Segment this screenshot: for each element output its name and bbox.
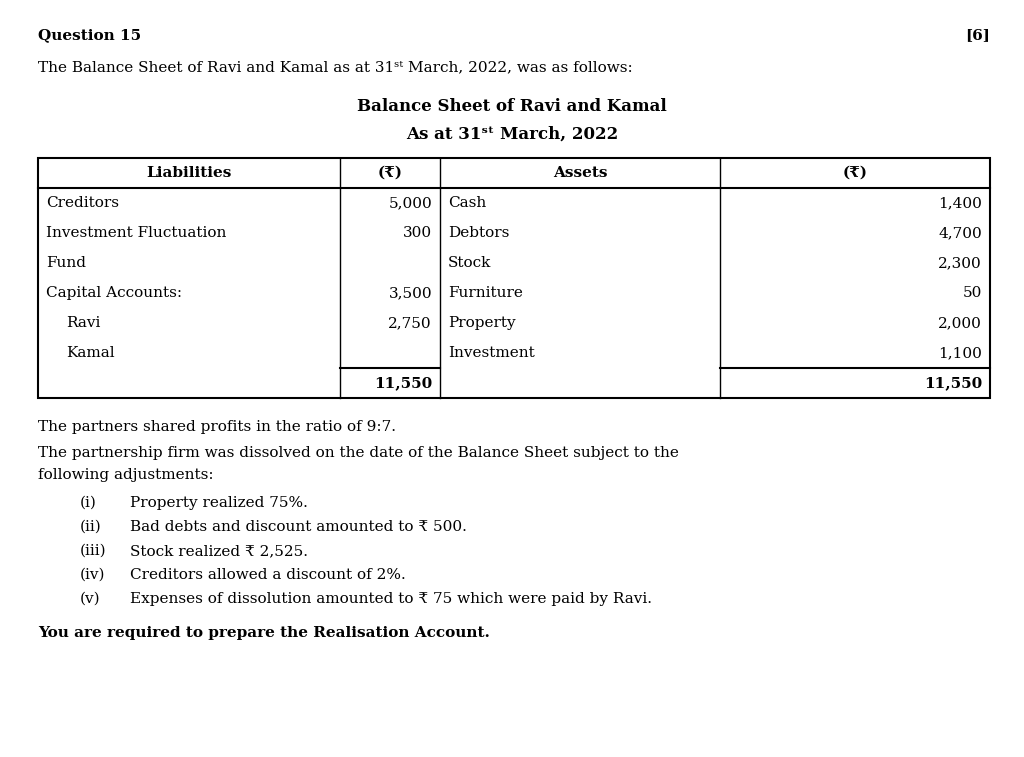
Text: (ii): (ii) [80, 520, 101, 534]
Text: 2,750: 2,750 [388, 316, 432, 330]
Text: 300: 300 [402, 226, 432, 240]
Text: Creditors: Creditors [46, 196, 119, 210]
Text: Balance Sheet of Ravi and Kamal: Balance Sheet of Ravi and Kamal [357, 98, 667, 115]
Bar [38, 158, 990, 398]
Text: (₹): (₹) [843, 166, 867, 180]
Text: (v): (v) [80, 592, 100, 606]
Text: The partners shared profits in the ratio of 9:7.: The partners shared profits in the ratio… [38, 420, 396, 434]
Text: Capital Accounts:: Capital Accounts: [46, 286, 182, 300]
Text: Cash: Cash [449, 196, 486, 210]
Text: Stock: Stock [449, 256, 492, 270]
Text: 4,700: 4,700 [938, 226, 982, 240]
Text: following adjustments:: following adjustments: [38, 468, 214, 482]
Text: (i): (i) [80, 496, 97, 510]
Text: 1,400: 1,400 [938, 196, 982, 210]
Text: Liabilities: Liabilities [146, 166, 231, 180]
Text: 11,550: 11,550 [924, 376, 982, 390]
Text: 50: 50 [963, 286, 982, 300]
Text: The partnership firm was dissolved on the date of the Balance Sheet subject to t: The partnership firm was dissolved on th… [38, 446, 679, 460]
Text: 5,000: 5,000 [388, 196, 432, 210]
Text: Investment Fluctuation: Investment Fluctuation [46, 226, 226, 240]
Text: Ravi: Ravi [66, 316, 100, 330]
Text: Bad debts and discount amounted to ₹ 500.: Bad debts and discount amounted to ₹ 500… [130, 520, 467, 534]
Text: Investment: Investment [449, 346, 535, 360]
Text: Creditors allowed a discount of 2%.: Creditors allowed a discount of 2%. [130, 568, 406, 582]
Text: Kamal: Kamal [66, 346, 115, 360]
Text: 2,000: 2,000 [938, 316, 982, 330]
Text: Furniture: Furniture [449, 286, 523, 300]
Text: (iii): (iii) [80, 544, 106, 558]
Text: Question 15: Question 15 [38, 28, 141, 42]
Text: Debtors: Debtors [449, 226, 509, 240]
Text: Expenses of dissolution amounted to ₹ 75 which were paid by Ravi.: Expenses of dissolution amounted to ₹ 75… [130, 592, 652, 606]
Text: Assets: Assets [553, 166, 607, 180]
Text: As at 31ˢᵗ March, 2022: As at 31ˢᵗ March, 2022 [406, 126, 618, 143]
Text: Stock realized ₹ 2,525.: Stock realized ₹ 2,525. [130, 544, 308, 558]
Text: (iv): (iv) [80, 568, 105, 582]
Text: 1,100: 1,100 [938, 346, 982, 360]
Text: (₹): (₹) [378, 166, 402, 180]
Text: You are required to prepare the Realisation Account.: You are required to prepare the Realisat… [38, 626, 489, 640]
Text: 3,500: 3,500 [388, 286, 432, 300]
Text: The Balance Sheet of Ravi and Kamal as at 31ˢᵗ March, 2022, was as follows:: The Balance Sheet of Ravi and Kamal as a… [38, 60, 633, 74]
Text: 11,550: 11,550 [374, 376, 432, 390]
Text: Fund: Fund [46, 256, 86, 270]
Text: Property: Property [449, 316, 516, 330]
Text: Property realized 75%.: Property realized 75%. [130, 496, 308, 510]
Text: 2,300: 2,300 [938, 256, 982, 270]
Text: [6]: [6] [966, 28, 990, 42]
